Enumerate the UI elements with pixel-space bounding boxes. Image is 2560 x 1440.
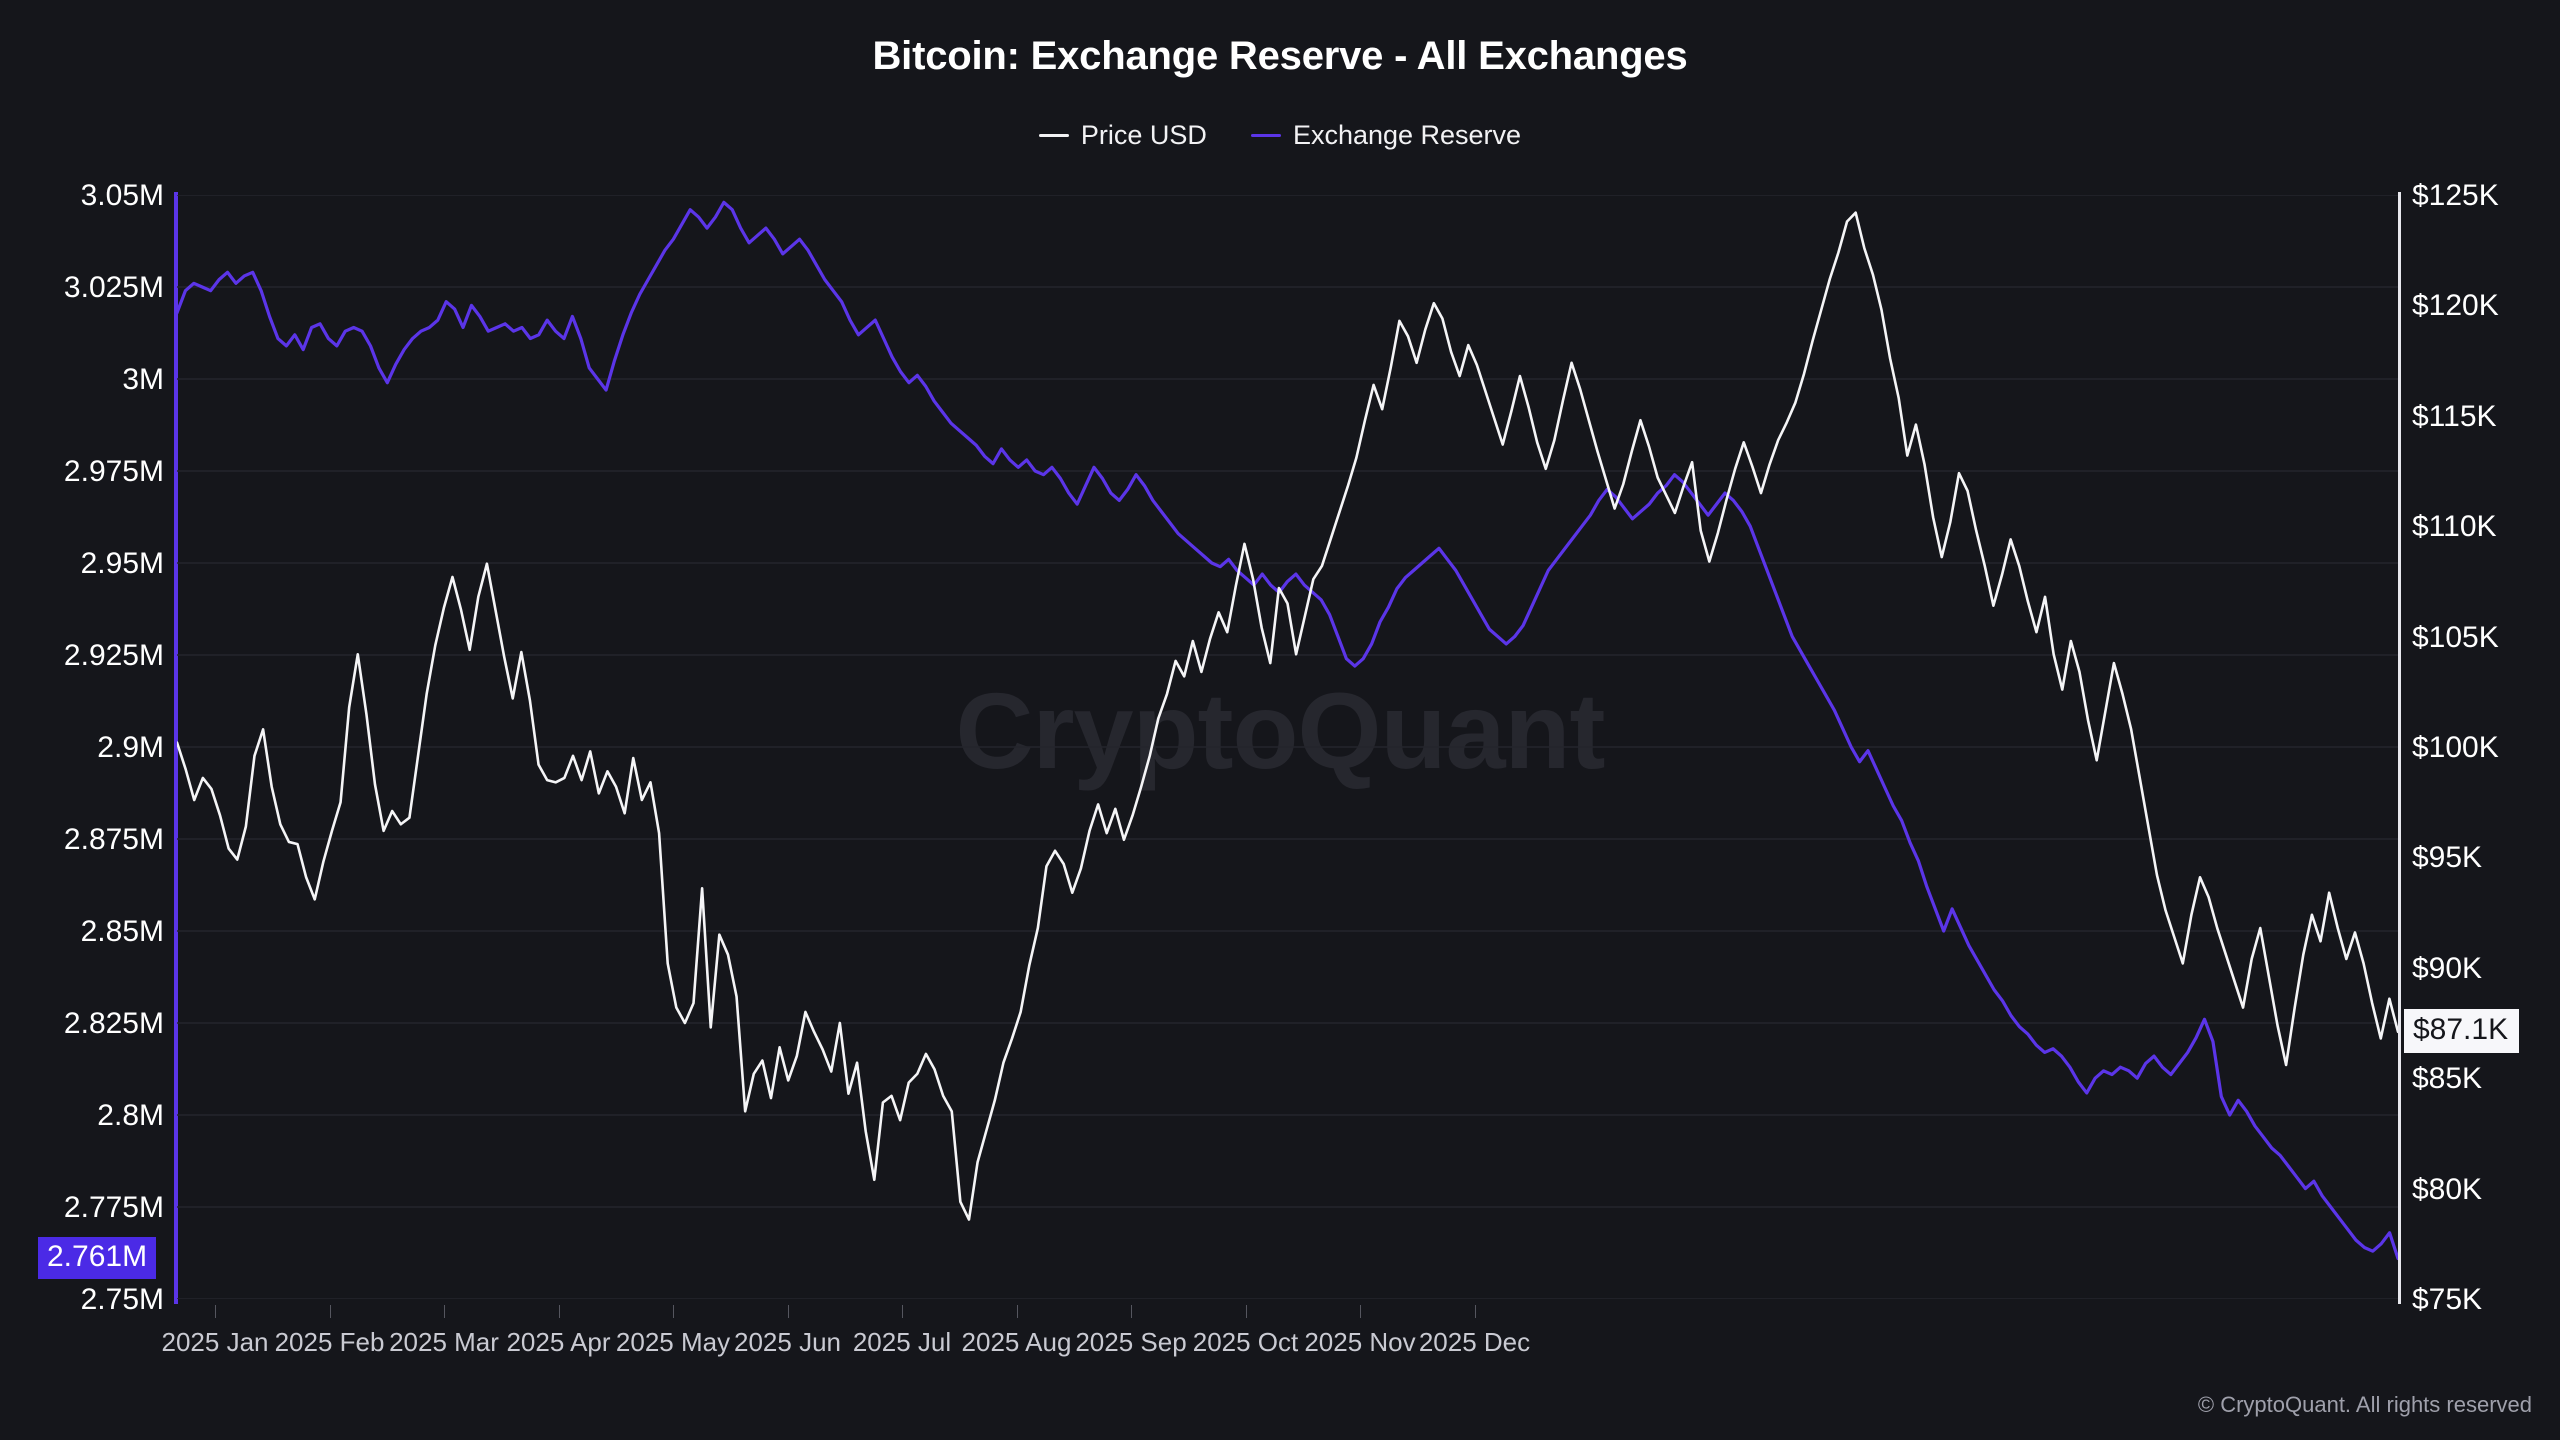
right-axis-tick-label: $115K [2412, 399, 2497, 433]
x-axis-tick-mark [673, 1305, 674, 1318]
right-axis-tick-label: $105K [2412, 620, 2499, 654]
left-axis-line [174, 192, 178, 1304]
x-axis-tick-mark [1131, 1305, 1132, 1318]
legend-label-price-usd: Price USD [1080, 120, 1207, 150]
right-axis-tick-label: $75K [2412, 1283, 2483, 1316]
legend-item-price-usd[interactable]: Price USD [1038, 120, 1207, 151]
x-axis-tick-label: 2025 Nov [1304, 1327, 1416, 1357]
right-axis-line [2398, 192, 2401, 1304]
x-axis-tick-mark [787, 1305, 789, 1318]
legend-swatch-exchange-reserve [1250, 134, 1281, 137]
x-axis-tick-mark [1474, 1305, 1476, 1318]
right-axis-tick-label: $90K [2412, 951, 2483, 985]
series-line-exchange-reserve [177, 200, 2398, 1261]
x-axis-tick-label: 2025 Sep [1075, 1327, 1187, 1357]
x-axis-tick-label: 2025 Mar [389, 1327, 499, 1357]
copyright-footer: © CryptoQuant. All rights reserved [2197, 1392, 2532, 1417]
x-axis-tick-mark [1360, 1305, 1361, 1318]
plot-svg [177, 195, 2398, 1299]
x-axis-tick-mark [902, 1305, 903, 1318]
left-axis-tick-label: 2.9M [97, 731, 164, 764]
right-axis-tick-label: $85K [2412, 1062, 2483, 1096]
left-axis-tick-label: 2.75M [80, 1283, 164, 1316]
left-axis-tick-label: 2.925M [63, 639, 164, 672]
x-axis-tick-label: 2025 Feb [274, 1327, 385, 1357]
right-axis-tick-label: $100K [2412, 731, 2499, 764]
left-axis-tick-label: 3M [122, 363, 164, 396]
left-axis-tick-label: 3.05M [80, 179, 164, 212]
gridlines [177, 195, 2398, 1299]
x-axis-tick-label: 2025 Aug [961, 1327, 1072, 1357]
legend-label-exchange-reserve: Exchange Reserve [1292, 120, 1522, 150]
x-axis-tick-mark [1016, 1305, 1018, 1318]
right-axis-tick-label: $125K [2412, 179, 2499, 212]
x-axis-tick-mark [329, 1305, 331, 1318]
legend-item-exchange-reserve[interactable]: Exchange Reserve [1250, 120, 1522, 151]
left-axis-tick-label: 2.875M [63, 823, 164, 856]
x-axis-tick-label: 2025 Oct [1192, 1327, 1299, 1357]
x-axis-tick-label: 2025 Jun [734, 1327, 841, 1357]
left-axis-tick-label: 2.95M [80, 547, 164, 580]
legend-swatch-price-usd [1038, 134, 1069, 137]
right-axis-current-badge: $87.1K [2404, 1008, 2520, 1053]
x-axis-tick-label: 2025 Dec [1418, 1327, 1531, 1357]
plot-area[interactable] [177, 195, 2398, 1299]
x-axis-tick-mark [215, 1305, 216, 1318]
chart-legend: Price USD Exchange Reserve [0, 120, 2560, 151]
right-axis-tick-label: $120K [2412, 289, 2499, 323]
x-axis-tick-label: 2025 May [615, 1327, 731, 1357]
left-axis-tick-label: 2.825M [63, 1007, 164, 1040]
left-axis-current-badge: 2.761M [38, 1236, 157, 1279]
left-axis-tick-label: 2.775M [63, 1191, 164, 1224]
right-axis-tick-label: $80K [2412, 1172, 2483, 1206]
x-axis-tick-mark [444, 1305, 445, 1318]
x-axis-tick-label: 2025 Jan [161, 1327, 269, 1357]
x-axis-tick-mark [1245, 1305, 1247, 1318]
left-axis-tick-label: 2.975M [63, 455, 164, 488]
page-title: Bitcoin: Exchange Reserve - All Exchange… [872, 34, 1688, 78]
left-axis-tick-label: 2.8M [97, 1099, 164, 1132]
x-axis-tick-mark [558, 1305, 560, 1318]
x-axis-tick-label: 2025 Jul [852, 1327, 952, 1357]
right-axis-tick-label: $95K [2412, 841, 2483, 875]
left-axis-tick-label: 3.025M [63, 271, 164, 304]
left-axis-tick-label: 2.85M [80, 915, 164, 948]
right-axis-tick-label: $110K [2412, 510, 2497, 544]
x-axis-tick-label: 2025 Apr [506, 1327, 611, 1357]
series-line-price-usd [177, 211, 2398, 1221]
